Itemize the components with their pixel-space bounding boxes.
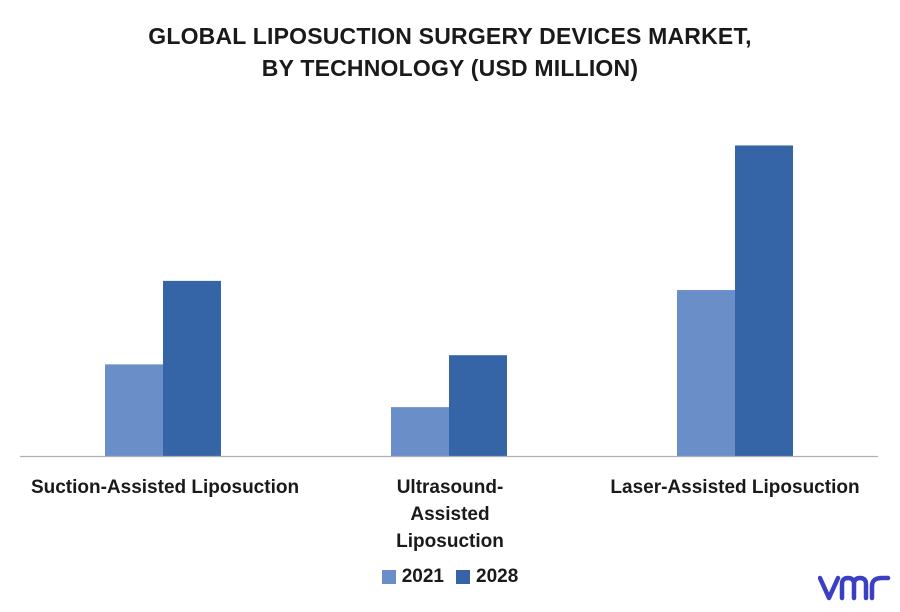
bar-2021-3 <box>677 290 735 456</box>
category-label-ultrasound: Ultrasound-Assisted Liposuction <box>396 477 504 552</box>
legend-swatch-2028 <box>456 570 470 584</box>
chart-title-line-2: BY TECHNOLOGY (USD MILLION) <box>261 55 639 81</box>
chart-title-line-1: GLOBAL LIPOSUCTION SURGERY DEVICES MARKE… <box>148 23 752 49</box>
bar-2028-2 <box>449 355 507 456</box>
bar-2021-1 <box>105 364 163 456</box>
legend-swatch-2021 <box>381 570 396 584</box>
legend: 2021 2028 <box>0 566 900 588</box>
bar-2021-2 <box>391 407 449 456</box>
bar-2028-3 <box>735 145 793 457</box>
bar-2028-1 <box>163 280 221 456</box>
vmr-logo-icon <box>818 575 891 601</box>
category-label-laser: Laser-Assisted Liposuction <box>610 477 860 498</box>
legend-label-2021: 2021 <box>401 566 444 587</box>
chart-title: GLOBAL LIPOSUCTION SURGERY DEVICES MARKE… <box>0 20 900 84</box>
legend-item-2021: 2021 <box>381 566 444 588</box>
legend-label-2028: 2028 <box>476 566 519 587</box>
category-label-suction: Suction-Assisted Liposuction <box>30 477 300 498</box>
legend-item-2028: 2028 <box>456 566 518 588</box>
